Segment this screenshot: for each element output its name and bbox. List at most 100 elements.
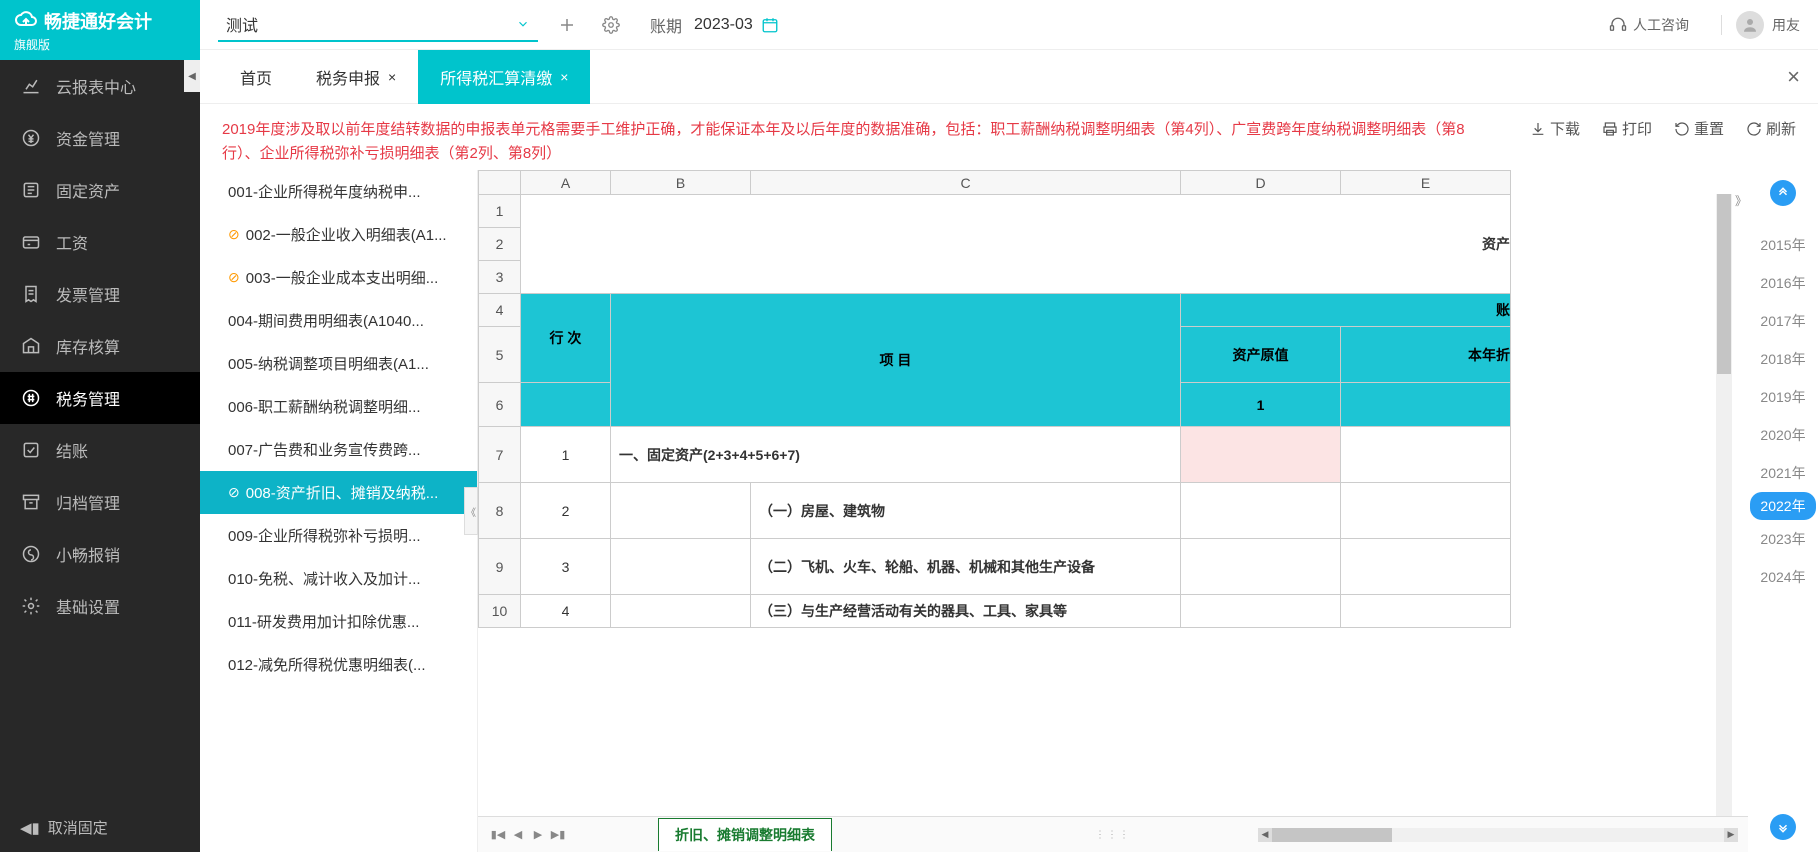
sheet-nav-last[interactable]: ▶▮ <box>548 828 568 841</box>
row-header[interactable]: 4 <box>479 294 521 327</box>
nav-collapse-button[interactable]: ◀ <box>184 60 200 92</box>
cell-value[interactable] <box>1341 483 1511 539</box>
horizontal-scrollbar[interactable]: ◀ ▶ <box>1258 828 1738 842</box>
form-list-item[interactable]: 007-广告费和业务宣传费跨... <box>200 428 477 471</box>
refresh-button[interactable]: 刷新 <box>1746 118 1796 139</box>
sheet-corner[interactable] <box>479 171 521 195</box>
tab-close-icon[interactable]: × <box>560 69 568 85</box>
print-button[interactable]: 打印 <box>1602 118 1652 139</box>
col-header-a[interactable]: A <box>521 171 611 195</box>
hscroll-track[interactable] <box>1272 828 1724 842</box>
year-item[interactable]: 2023年 <box>1760 520 1805 558</box>
cell-item[interactable]: 一、固定资产(2+3+4+5+6+7) <box>611 427 1181 483</box>
header-col-num[interactable]: 1 <box>1181 383 1341 427</box>
add-button[interactable] <box>552 10 582 40</box>
cell[interactable] <box>611 539 751 595</box>
row-header[interactable]: 10 <box>479 595 521 628</box>
help-button[interactable]: 人工咨询 <box>1609 15 1689 35</box>
header-item[interactable]: 项 目 <box>611 294 1181 427</box>
vertical-scrollbar[interactable] <box>1716 194 1732 816</box>
nav-item-archive[interactable]: 归档管理 <box>0 476 200 528</box>
cell-value[interactable] <box>1341 427 1511 483</box>
nav-item-reports[interactable]: 云报表中心 <box>0 60 200 112</box>
cell-value[interactable] <box>1341 595 1511 628</box>
sheet-grid-wrap[interactable]: A B C D E 1资产 2 3 4 行 次 <box>478 170 1748 816</box>
config-button[interactable] <box>596 10 626 40</box>
cell-line[interactable]: 4 <box>521 595 611 628</box>
hscroll-left-button[interactable]: ◀ <box>1258 828 1272 842</box>
tab-close-icon[interactable]: × <box>388 69 396 85</box>
company-selector[interactable]: 测试 <box>218 8 538 42</box>
period-picker[interactable]: 2023-03 <box>694 16 779 34</box>
year-item[interactable]: 2018年 <box>1760 340 1805 378</box>
year-item[interactable]: 2015年 <box>1760 226 1805 264</box>
cell[interactable] <box>611 483 751 539</box>
nav-item-funds[interactable]: 资金管理 <box>0 112 200 164</box>
year-scroll-up-button[interactable] <box>1770 180 1796 206</box>
col-header-b[interactable]: B <box>611 171 751 195</box>
sheet-nav-next[interactable]: ▶ <box>528 828 548 841</box>
year-item[interactable]: 2020年 <box>1760 416 1805 454</box>
row-header[interactable]: 9 <box>479 539 521 595</box>
cell-value[interactable] <box>1181 427 1341 483</box>
nav-item-inventory[interactable]: 库存核算 <box>0 320 200 372</box>
scrollbar-thumb[interactable] <box>1717 194 1731 374</box>
cell[interactable] <box>1341 383 1511 427</box>
sheet-nav-first[interactable]: ▮◀ <box>488 828 508 841</box>
sidebar-unpin-button[interactable]: ◀▮ 取消固定 <box>0 803 200 852</box>
form-list-item[interactable]: 012-减免所得税优惠明细表(... <box>200 643 477 686</box>
year-item[interactable]: 2022年 <box>1750 492 1815 520</box>
row-header[interactable]: 7 <box>479 427 521 483</box>
cell-item[interactable]: （一）房屋、建筑物 <box>751 483 1181 539</box>
user-menu[interactable]: 用友 <box>1736 11 1800 39</box>
sheet-splitter[interactable]: ⋮⋮⋮ <box>1095 829 1131 840</box>
row-header[interactable]: 3 <box>479 261 521 294</box>
form-list-item[interactable]: 004-期间费用明细表(A1040... <box>200 299 477 342</box>
form-list-item[interactable]: ⊘003-一般企业成本支出明细... <box>200 256 477 299</box>
tab-home[interactable]: 首页 <box>218 50 294 104</box>
nav-item-settings[interactable]: 基础设置 <box>0 580 200 632</box>
cell-line[interactable]: 3 <box>521 539 611 595</box>
form-list-collapse-button[interactable]: 《 <box>464 487 478 535</box>
year-item[interactable]: 2016年 <box>1760 264 1805 302</box>
cell-value[interactable] <box>1181 539 1341 595</box>
cell-item[interactable]: （三）与生产经营活动有关的器具、工具、家具等 <box>751 595 1181 628</box>
tab-income-tax-settlement[interactable]: 所得税汇算清缴 × <box>418 50 590 104</box>
sheet-tab[interactable]: 折旧、摊销调整明细表 <box>658 818 832 851</box>
download-button[interactable]: 下载 <box>1530 118 1580 139</box>
form-list-item[interactable]: ⊘008-资产折旧、摊销及纳税... <box>200 471 477 514</box>
col-header-e[interactable]: E <box>1341 171 1511 195</box>
reset-button[interactable]: 重置 <box>1674 118 1724 139</box>
form-list-item[interactable]: 006-职工薪酬纳税调整明细... <box>200 385 477 428</box>
row-header[interactable]: 1 <box>479 195 521 228</box>
nav-item-fixed-assets[interactable]: 固定资产 <box>0 164 200 216</box>
row-header[interactable]: 2 <box>479 228 521 261</box>
cell[interactable] <box>611 595 751 628</box>
hscroll-thumb[interactable] <box>1272 828 1392 842</box>
form-list-item[interactable]: 011-研发费用加计扣除优惠... <box>200 600 477 643</box>
form-list-item[interactable]: 010-免税、减计收入及加计... <box>200 557 477 600</box>
sheet-collapse-right-button[interactable]: 》 <box>1734 176 1748 224</box>
form-list-item[interactable]: 005-纳税调整项目明细表(A1... <box>200 342 477 385</box>
cell-value[interactable] <box>1181 595 1341 628</box>
cell-value[interactable] <box>1181 483 1341 539</box>
form-list-item[interactable]: 001-企业所得税年度纳税申... <box>200 170 477 213</box>
year-item[interactable]: 2024年 <box>1760 558 1805 596</box>
nav-item-invoice[interactable]: 发票管理 <box>0 268 200 320</box>
header-depreciation[interactable]: 本年折 <box>1341 327 1511 383</box>
header-line-no[interactable]: 行 次 <box>521 294 611 383</box>
close-all-tabs-button[interactable]: × <box>1787 64 1800 90</box>
col-header-c[interactable]: C <box>751 171 1181 195</box>
nav-item-salary[interactable]: 工资 <box>0 216 200 268</box>
col-header-d[interactable]: D <box>1181 171 1341 195</box>
form-list-item[interactable]: 009-企业所得税弥补亏损明... <box>200 514 477 557</box>
cell-value[interactable] <box>1341 539 1511 595</box>
form-list-item[interactable]: ⊘002-一般企业收入明细表(A1... <box>200 213 477 256</box>
year-scroll-down-button[interactable] <box>1770 814 1796 840</box>
row-header[interactable]: 6 <box>479 383 521 427</box>
cell[interactable] <box>521 383 611 427</box>
row-header[interactable]: 5 <box>479 327 521 383</box>
sheet-nav-prev[interactable]: ◀ <box>508 828 528 841</box>
header-account[interactable]: 账 <box>1181 294 1511 327</box>
year-item[interactable]: 2021年 <box>1760 454 1805 492</box>
